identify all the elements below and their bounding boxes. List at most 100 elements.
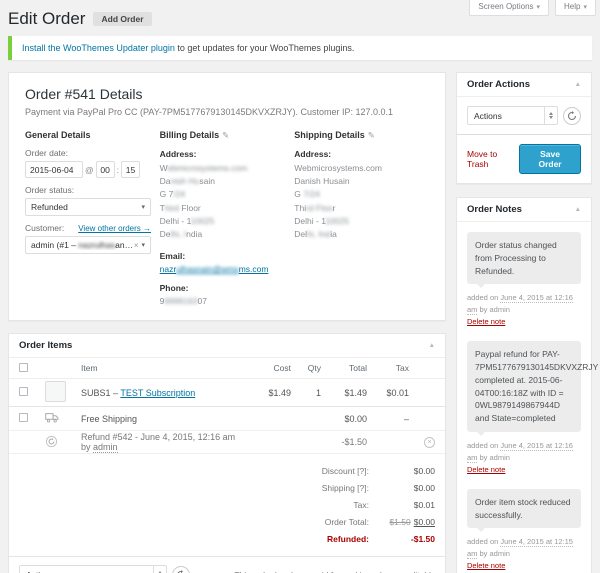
- billing-phone-label: Phone:: [159, 283, 189, 294]
- order-title: Order #541 Details: [25, 86, 143, 102]
- collapse-panel-icon[interactable]: ▲: [574, 206, 581, 213]
- discount-label: Discount [?]:: [321, 465, 369, 476]
- install-updater-link[interactable]: Install the WooThemes Updater plugin: [22, 43, 175, 53]
- order-items-title: Order Items: [19, 340, 73, 352]
- shipping-item-name: Free Shipping: [81, 413, 138, 424]
- delete-note-link[interactable]: Delete note: [467, 464, 506, 474]
- delete-note-link[interactable]: Delete note: [467, 561, 506, 571]
- refresh-icon: [177, 569, 183, 573]
- edit-billing-icon[interactable]: ✎: [222, 130, 230, 140]
- help-tab[interactable]: Help ▾: [555, 0, 596, 16]
- refund-description: Refund #542 - June 4, 2015, 12:16 am by …: [81, 432, 236, 454]
- billing-address-line: Delhi, India: [159, 228, 203, 239]
- line-item-name: SUBS1 – TEST Subscription: [81, 387, 196, 398]
- order-status-select[interactable]: Refunded ▾: [25, 198, 151, 216]
- notice-text: to get updates for your WooThemes plugin…: [174, 43, 355, 53]
- page-title: Edit Order: [8, 9, 86, 28]
- column-qty: Qty: [307, 363, 321, 374]
- line-item-checkbox[interactable]: [19, 387, 28, 397]
- shipping-address-line: Delhi, India: [294, 228, 337, 239]
- shipping-total-label: Shipping [?]:: [321, 482, 369, 493]
- move-to-trash-link[interactable]: Move to Trash: [467, 149, 498, 169]
- note-meta: added on June 4, 2015 at 12:15 am by adm…: [467, 537, 573, 571]
- order-actions-select[interactable]: Actions: [467, 106, 558, 125]
- note-date: June 4, 2015 at 12:16 am: [467, 440, 573, 463]
- collapse-panel-icon[interactable]: ▲: [428, 342, 435, 350]
- shipping-address-line: Webmicrosystems.com: [294, 163, 382, 173]
- order-notes-list: Order status changed from Processing to …: [457, 222, 598, 573]
- help-label: Help: [564, 2, 581, 11]
- collapse-panel-icon[interactable]: ▲: [574, 81, 581, 88]
- order-locked-note: This order has been paid for and is no l…: [234, 570, 435, 573]
- note-date: June 4, 2015 at 12:16 am: [467, 293, 573, 316]
- order-hour-input[interactable]: 00: [95, 161, 115, 178]
- time-separator: :: [116, 164, 120, 175]
- order-date-input[interactable]: 2015-06-04: [25, 161, 83, 178]
- shipping-address-label: Address:: [294, 149, 332, 159]
- view-other-orders-link[interactable]: View other orders →: [78, 224, 151, 233]
- billing-address-line: G 7/24: [159, 189, 186, 200]
- items-actions-select[interactable]: Actions: [19, 565, 167, 573]
- note-text: Paypal refund for PAY-7PM5177679130145DK…: [467, 341, 598, 436]
- apply-order-action-button[interactable]: [563, 106, 581, 125]
- order-actions-value: Actions: [474, 110, 502, 121]
- chevron-down-icon: ▾: [583, 4, 587, 11]
- billing-address: Webmicrosystems.com Danish Husain G 7/24…: [160, 162, 285, 241]
- screen-meta-tabs: Screen Options ▾ Help ▾: [469, 0, 596, 16]
- shipping-item-checkbox[interactable]: [19, 413, 28, 423]
- billing-email-label: Email:: [159, 251, 186, 262]
- order-status-label: Order status:: [25, 185, 75, 195]
- chevron-down-icon: ▾: [536, 4, 541, 11]
- line-item-total: $1.49: [344, 387, 367, 398]
- order-notes-panel: Order Notes ▲ Order status changed from …: [456, 197, 598, 573]
- product-link[interactable]: TEST Subscription: [120, 387, 196, 398]
- add-order-button[interactable]: Add Order: [93, 11, 152, 27]
- billing-address-line: Third Floor: [159, 202, 201, 213]
- delete-refund-icon[interactable]: ×: [424, 437, 435, 449]
- billing-email-link[interactable]: nazrulhasnain@wmsms.com: [159, 264, 269, 275]
- shipping-address-line: Delhi - 110025: [294, 215, 349, 226]
- refunded-value: -$1.50: [410, 533, 435, 544]
- order-total-label: Order Total:: [324, 516, 369, 527]
- delete-note-link[interactable]: Delete note: [467, 317, 506, 327]
- order-notes-title: Order Notes: [467, 204, 522, 215]
- page-header: Edit Order Add Order: [0, 0, 600, 34]
- order-note: Order status changed from Processing to …: [467, 232, 581, 328]
- apply-action-button[interactable]: [172, 565, 190, 573]
- truck-icon: [45, 412, 59, 423]
- line-item-qty: 1: [315, 387, 321, 398]
- column-tax: Tax: [395, 363, 409, 374]
- column-total: Total: [349, 363, 367, 374]
- shipping-total-value: $0.00: [413, 482, 435, 493]
- shipping-address-line: Danish Husain: [294, 176, 350, 187]
- note-meta: added on June 4, 2015 at 12:16 am by adm…: [467, 293, 573, 327]
- note-meta: added on June 4, 2015 at 12:16 am by adm…: [467, 440, 573, 474]
- chevron-down-icon: ▾: [141, 204, 145, 211]
- screen-options-tab[interactable]: Screen Options ▾: [469, 0, 550, 16]
- order-minute-input[interactable]: 15: [121, 161, 141, 178]
- refunded-label: Refunded:: [326, 533, 369, 544]
- select-all-checkbox[interactable]: [19, 362, 28, 372]
- order-note: Order item stock reduced successfully. a…: [467, 488, 581, 573]
- general-details-column: General Details Order date: 2015-06-04 @…: [25, 130, 160, 306]
- order-items-panel: Order Items ▲ Item Cost Qty Total Tax SU…: [8, 333, 446, 573]
- note-text: Order item stock reduced successfully.: [467, 488, 581, 532]
- customer-select[interactable]: admin (#1 – nazrulhasan… × ▾: [25, 236, 151, 254]
- order-data-panel: Order #541 Details Payment via PayPal Pr…: [8, 72, 446, 322]
- at-symbol: @: [85, 164, 94, 175]
- shipping-address: Webmicrosystems.com Danish Husain G 7/24…: [294, 162, 419, 241]
- shipping-item-total: $0.00: [344, 413, 367, 424]
- order-actions-title: Order Actions: [467, 79, 530, 90]
- save-order-button[interactable]: Save Order: [519, 144, 581, 174]
- items-actions-value: Actions: [20, 570, 60, 573]
- order-note: Paypal refund for PAY-7PM5177679130145DK…: [467, 341, 598, 476]
- updater-notice: Install the WooThemes Updater plugin to …: [8, 36, 592, 60]
- billing-address-line: Danish Husain: [159, 176, 215, 187]
- edit-shipping-icon[interactable]: ✎: [367, 130, 375, 140]
- tax-total-label: Tax:: [353, 499, 369, 510]
- column-cost: Cost: [273, 363, 291, 374]
- shipping-details-heading: Shipping Details ✎: [294, 130, 375, 140]
- shipping-item-tax: –: [403, 413, 409, 424]
- clear-selection-icon[interactable]: ×: [133, 240, 139, 250]
- note-date: June 4, 2015 at 12:15 am: [467, 537, 573, 560]
